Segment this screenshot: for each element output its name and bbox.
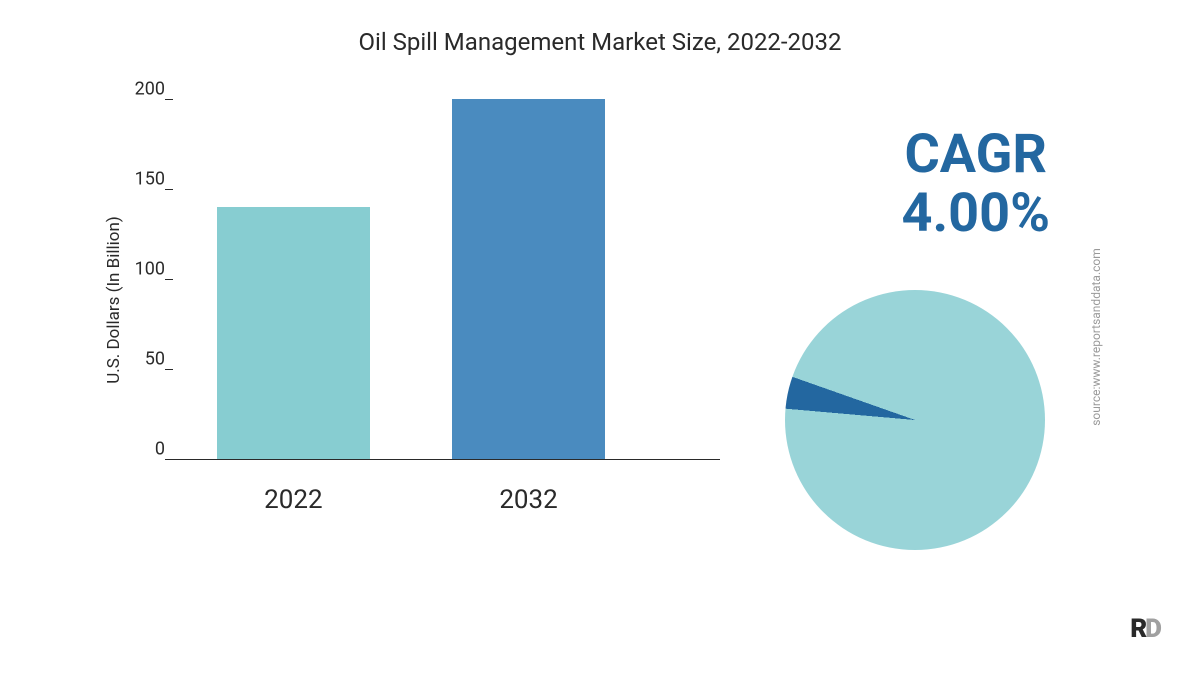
plot-area (173, 100, 720, 460)
y-tick-label: 200 (125, 79, 165, 100)
y-tick-label: 150 (125, 169, 165, 190)
y-tick-label: 0 (125, 439, 165, 460)
cagr-value: 4.00% (901, 184, 1050, 243)
x-axis-labels: 2022 2032 (173, 475, 720, 515)
logo: RD (1130, 614, 1160, 644)
y-tick-label: 50 (125, 349, 165, 370)
bar (217, 207, 370, 459)
source-attribution: source:www.reportsanddata.com (1089, 248, 1103, 426)
chart-title: Oil Spill Management Market Size, 2022-2… (0, 0, 1200, 56)
logo-letter-r: R (1130, 614, 1145, 644)
y-tick-label: 100 (125, 259, 165, 280)
cagr-label: CAGR (901, 125, 1050, 184)
bar (452, 99, 605, 459)
y-axis-label: U.S. Dollars (In Billion) (104, 216, 124, 384)
x-tick-label: 2022 (264, 485, 322, 515)
logo-letter-d: D (1145, 614, 1160, 644)
pie-chart (785, 290, 1045, 550)
cagr-block: CAGR 4.00% (901, 125, 1050, 244)
x-tick-label: 2032 (499, 485, 557, 515)
bar-chart-container: U.S. Dollars (In Billion) 050100150200 2… (80, 100, 720, 500)
y-axis: 050100150200 (125, 100, 165, 460)
